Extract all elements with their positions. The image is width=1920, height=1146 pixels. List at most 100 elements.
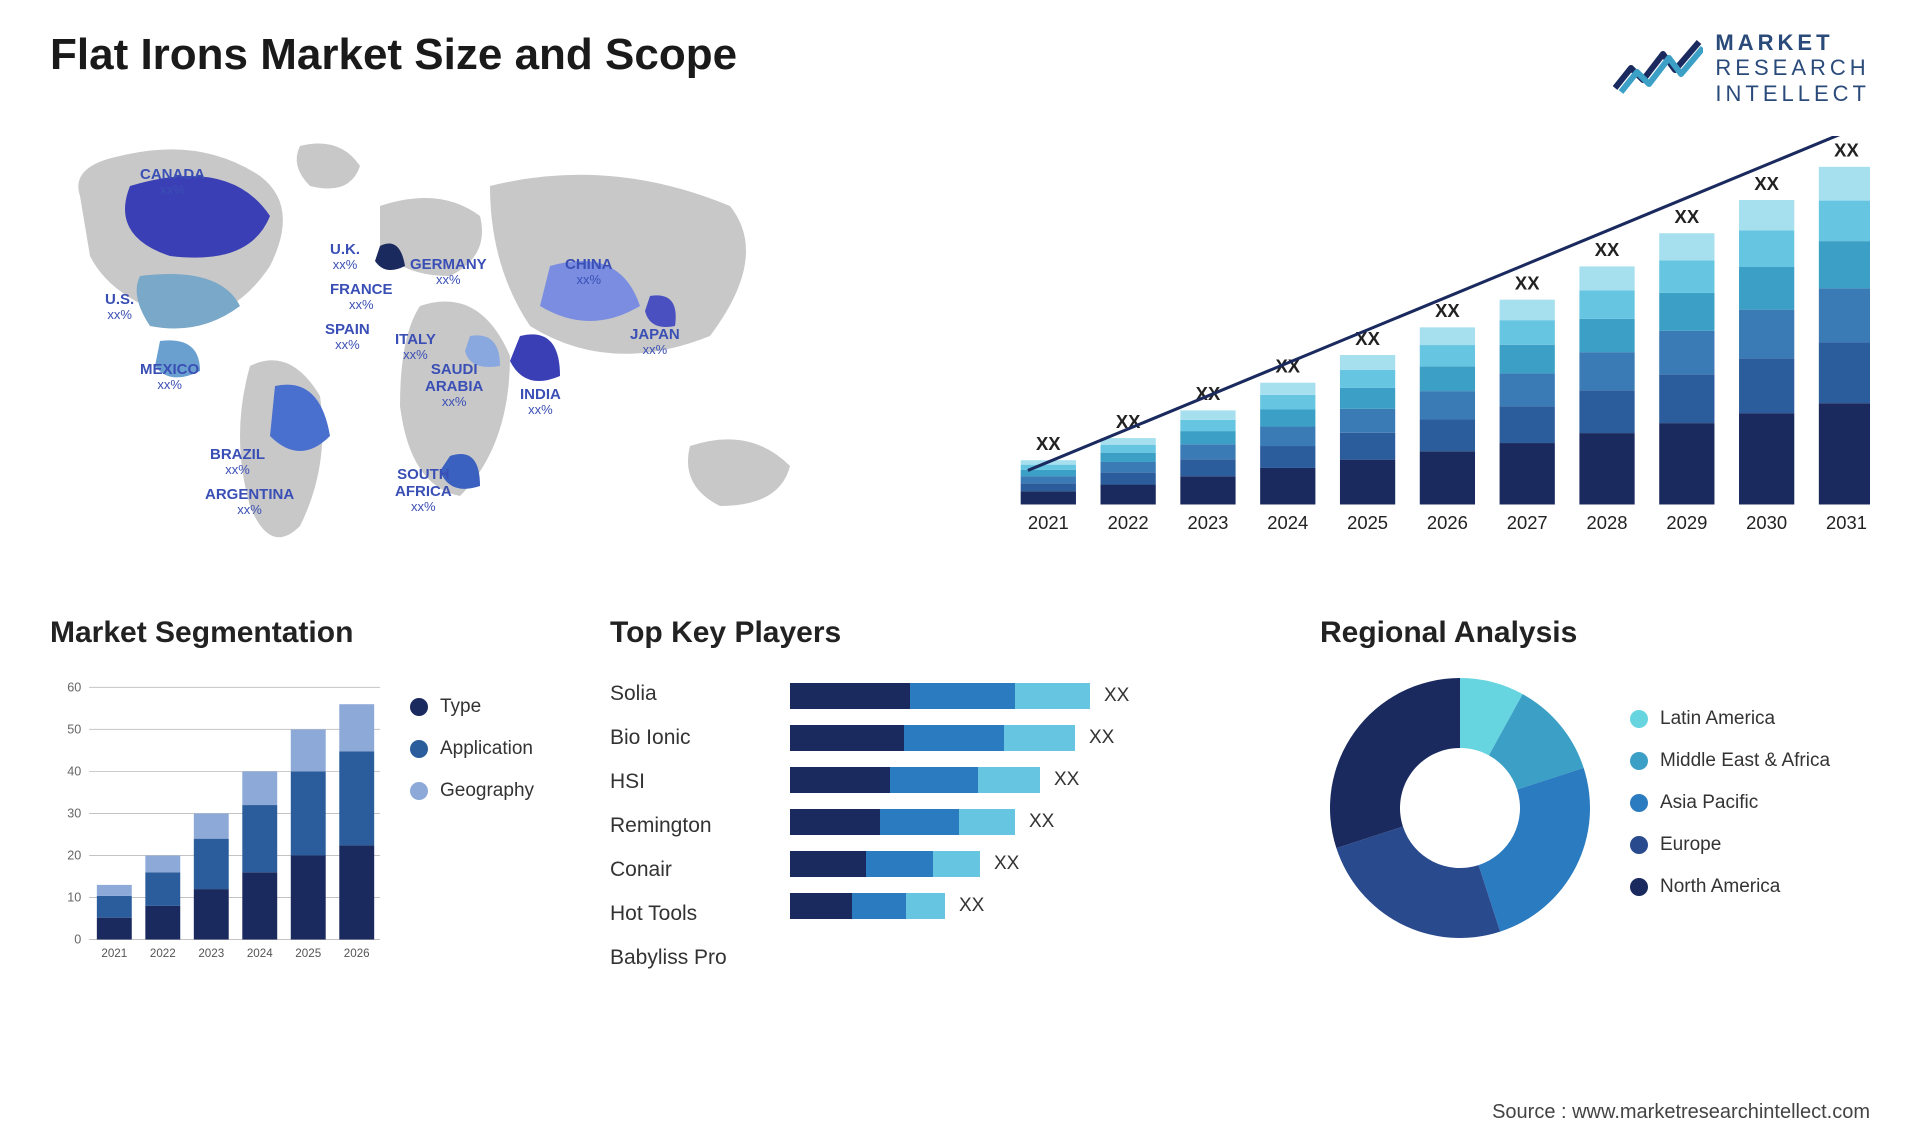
svg-text:40: 40 <box>67 764 81 778</box>
svg-text:XX: XX <box>1515 272 1540 293</box>
svg-text:2029: 2029 <box>1666 512 1707 533</box>
legend-label: North America <box>1660 876 1780 898</box>
svg-text:0: 0 <box>74 932 81 946</box>
map-label: INDIAxx% <box>520 386 561 418</box>
growth-bar-chart: XX2021XX2022XX2023XX2024XX2025XX2026XX20… <box>990 136 1870 566</box>
legend-item: Latin America <box>1630 708 1870 730</box>
player-name-list: SoliaBio IonicHSIRemingtonConairHot Tool… <box>610 668 770 980</box>
svg-text:10: 10 <box>67 890 81 904</box>
svg-text:20: 20 <box>67 848 81 862</box>
legend-swatch-icon <box>410 740 428 758</box>
svg-text:2025: 2025 <box>295 947 321 960</box>
map-label: MEXICOxx% <box>140 361 199 393</box>
player-name: Conair <box>610 848 770 892</box>
map-label: FRANCExx% <box>330 281 393 313</box>
svg-text:2024: 2024 <box>247 947 273 960</box>
player-hbar <box>790 683 1090 709</box>
regional-legend: Latin America Middle East & Africa Asia Pa… <box>1630 698 1870 918</box>
legend-label: Latin America <box>1660 708 1775 730</box>
player-bar-value: XX <box>1089 727 1114 749</box>
world-map-panel: CANADAxx%U.S.xx%MEXICOxx%BRAZILxx%ARGENT… <box>50 126 930 566</box>
legend-swatch-icon <box>1630 836 1648 854</box>
legend-item: North America <box>1630 876 1870 898</box>
map-label: SAUDIARABIAxx% <box>425 361 483 410</box>
player-hbar <box>790 893 945 919</box>
map-label: GERMANYxx% <box>410 256 487 288</box>
page-title: Flat Irons Market Size and Scope <box>50 30 737 80</box>
legend-swatch-icon <box>1630 878 1648 896</box>
svg-text:2025: 2025 <box>1347 512 1388 533</box>
player-bar-chart: XXXXXXXXXXXX <box>790 668 1290 980</box>
svg-text:60: 60 <box>67 680 81 694</box>
segmentation-legend: Type Application Geography <box>410 616 580 1036</box>
player-name: Solia <box>610 672 770 716</box>
source-attribution: Source : www.marketresearchintellect.com <box>1492 1101 1870 1124</box>
svg-text:2021: 2021 <box>101 947 127 960</box>
regional-donut-chart <box>1320 668 1600 948</box>
player-bar-value: XX <box>959 895 984 917</box>
player-bar-row: XX <box>790 851 1290 877</box>
player-hbar <box>790 809 1015 835</box>
player-bar-value: XX <box>1054 769 1079 791</box>
svg-text:2027: 2027 <box>1507 512 1548 533</box>
legend-label: Europe <box>1660 834 1721 856</box>
svg-text:XX: XX <box>1834 139 1859 160</box>
svg-text:2022: 2022 <box>150 947 176 960</box>
svg-text:2030: 2030 <box>1746 512 1787 533</box>
regional-panel: Regional Analysis Latin AmericaMiddle Ea… <box>1320 616 1870 1036</box>
growth-chart-panel: XX2021XX2022XX2023XX2024XX2025XX2026XX20… <box>990 126 1870 566</box>
player-bar-value: XX <box>1029 811 1054 833</box>
svg-text:2026: 2026 <box>1427 512 1468 533</box>
map-label: CANADAxx% <box>140 166 205 198</box>
legend-swatch-icon <box>1630 794 1648 812</box>
player-name: Hot Tools <box>610 892 770 936</box>
svg-text:2023: 2023 <box>1187 512 1228 533</box>
player-bar-row: XX <box>790 725 1290 751</box>
player-bar-row: XX <box>790 809 1290 835</box>
legend-swatch-icon <box>1630 752 1648 770</box>
legend-label: Type <box>440 696 481 718</box>
legend-swatch-icon <box>410 698 428 716</box>
player-name: HSI <box>610 760 770 804</box>
svg-text:XX: XX <box>1036 433 1061 454</box>
player-bar-value: XX <box>994 853 1019 875</box>
legend-swatch-icon <box>1630 710 1648 728</box>
player-bar-row: XX <box>790 767 1290 793</box>
players-panel: Top Key Players SoliaBio IonicHSIRemingt… <box>610 616 1290 1036</box>
player-bar-row: XX <box>790 683 1290 709</box>
legend-label: Application <box>440 738 533 760</box>
svg-text:2023: 2023 <box>198 947 224 960</box>
map-label: ITALYxx% <box>395 331 436 363</box>
players-title: Top Key Players <box>610 616 1290 650</box>
legend-item: Application <box>410 738 580 760</box>
player-bar-value: XX <box>1104 685 1129 707</box>
svg-text:2021: 2021 <box>1028 512 1069 533</box>
legend-item: Europe <box>1630 834 1870 856</box>
legend-item: Type <box>410 696 580 718</box>
logo-mark-icon <box>1613 40 1703 96</box>
svg-text:2026: 2026 <box>344 947 370 960</box>
svg-text:2022: 2022 <box>1108 512 1149 533</box>
legend-item: Middle East & Africa <box>1630 750 1870 772</box>
map-label: JAPANxx% <box>630 326 680 358</box>
player-hbar <box>790 851 980 877</box>
player-name: Bio Ionic <box>610 716 770 760</box>
segmentation-bar-chart: 0102030405060202120222023202420252026 <box>50 668 390 988</box>
map-label: U.K.xx% <box>330 241 360 273</box>
player-name: Remington <box>610 804 770 848</box>
legend-label: Geography <box>440 780 534 802</box>
map-label: ARGENTINAxx% <box>205 486 294 518</box>
map-label: BRAZILxx% <box>210 446 265 478</box>
svg-text:XX: XX <box>1595 239 1620 260</box>
map-label: CHINAxx% <box>565 256 613 288</box>
legend-item: Geography <box>410 780 580 802</box>
legend-label: Middle East & Africa <box>1660 750 1830 772</box>
svg-text:2028: 2028 <box>1587 512 1628 533</box>
legend-item: Asia Pacific <box>1630 792 1870 814</box>
brand-logo: MARKET RESEARCH INTELLECT <box>1613 30 1870 106</box>
segmentation-title: Market Segmentation <box>50 616 390 650</box>
player-name: Babyliss Pro <box>610 936 770 980</box>
legend-swatch-icon <box>410 782 428 800</box>
svg-text:2024: 2024 <box>1267 512 1308 533</box>
player-hbar <box>790 725 1075 751</box>
